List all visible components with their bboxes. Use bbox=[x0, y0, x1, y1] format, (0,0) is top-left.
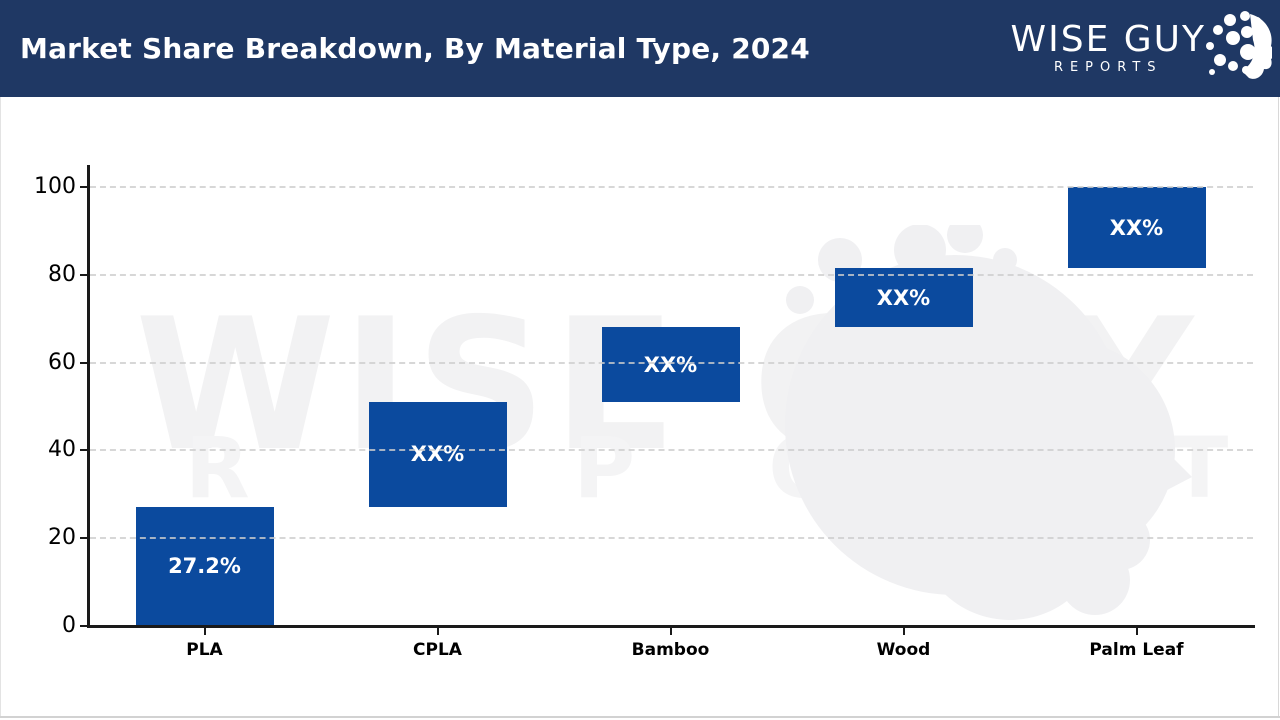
y-tick-label: 40 bbox=[48, 437, 76, 463]
x-axis-line bbox=[87, 625, 1255, 628]
logo-head-icon bbox=[1206, 11, 1272, 79]
gridline-20 bbox=[90, 537, 1253, 540]
y-tick-mark bbox=[80, 186, 88, 188]
bar-value-label: 27.2% bbox=[168, 554, 241, 579]
bar-palm-leaf: XX% bbox=[1067, 187, 1206, 269]
x-tick-label-bamboo: Bamboo bbox=[631, 640, 710, 660]
x-tick-label-pla: PLA bbox=[186, 640, 223, 660]
bar-value-label: XX% bbox=[876, 285, 931, 310]
bar-cpla: XX% bbox=[368, 402, 507, 507]
bar-value-label: XX% bbox=[643, 352, 698, 377]
bar-value-label: XX% bbox=[410, 442, 465, 467]
x-tick-mark bbox=[669, 628, 672, 635]
logo-wordmark: WISE GUY bbox=[1010, 18, 1206, 60]
gridline-80 bbox=[90, 273, 1253, 276]
y-tick-mark bbox=[80, 537, 88, 540]
logo-subtitle: REPORTS bbox=[1053, 60, 1163, 76]
y-tick-mark bbox=[80, 361, 88, 364]
gridline-100 bbox=[90, 186, 1253, 188]
y-tick-mark bbox=[80, 273, 88, 276]
y-tick-mark bbox=[80, 625, 88, 627]
bar-pla: 27.2% bbox=[135, 506, 274, 626]
x-tick-mark bbox=[1135, 628, 1138, 635]
y-tick-label: 80 bbox=[48, 261, 76, 287]
watermark-head-icon bbox=[785, 225, 1192, 620]
y-tick-label: 60 bbox=[48, 349, 76, 375]
wise-guy-logo: WISE GUY REPORTS bbox=[1010, 8, 1272, 88]
page-title: Market Share Breakdown, By Material Type… bbox=[20, 32, 810, 65]
bar-value-label: XX% bbox=[1109, 215, 1164, 240]
x-tick-mark bbox=[203, 628, 206, 635]
header-bar: Market Share Breakdown, By Material Type… bbox=[0, 0, 1280, 97]
bar-bamboo: XX% bbox=[601, 327, 740, 403]
right-hairline bbox=[1278, 97, 1279, 717]
y-axis-line bbox=[87, 165, 90, 626]
left-hairline bbox=[0, 97, 1, 717]
x-tick-mark bbox=[436, 628, 439, 635]
gridline-60 bbox=[90, 361, 1253, 364]
y-tick-label: 20 bbox=[48, 525, 76, 551]
bar-wood: XX% bbox=[834, 268, 973, 328]
x-tick-mark bbox=[902, 628, 905, 635]
x-tick-label-wood: Wood bbox=[876, 640, 931, 660]
y-tick-label: 100 bbox=[34, 174, 76, 199]
y-tick-label: 0 bbox=[62, 613, 76, 638]
chart-area: WISE GUY R E P O R T S bbox=[0, 97, 1280, 720]
y-tick-mark bbox=[80, 449, 88, 452]
bottom-hairline bbox=[0, 716, 1280, 718]
gridline-40 bbox=[90, 449, 1253, 452]
logo-text: WISE GUY REPORTS bbox=[1010, 18, 1207, 76]
x-tick-label-cpla: CPLA bbox=[413, 640, 462, 660]
x-tick-label-palm-leaf: Palm Leaf bbox=[1089, 640, 1184, 660]
